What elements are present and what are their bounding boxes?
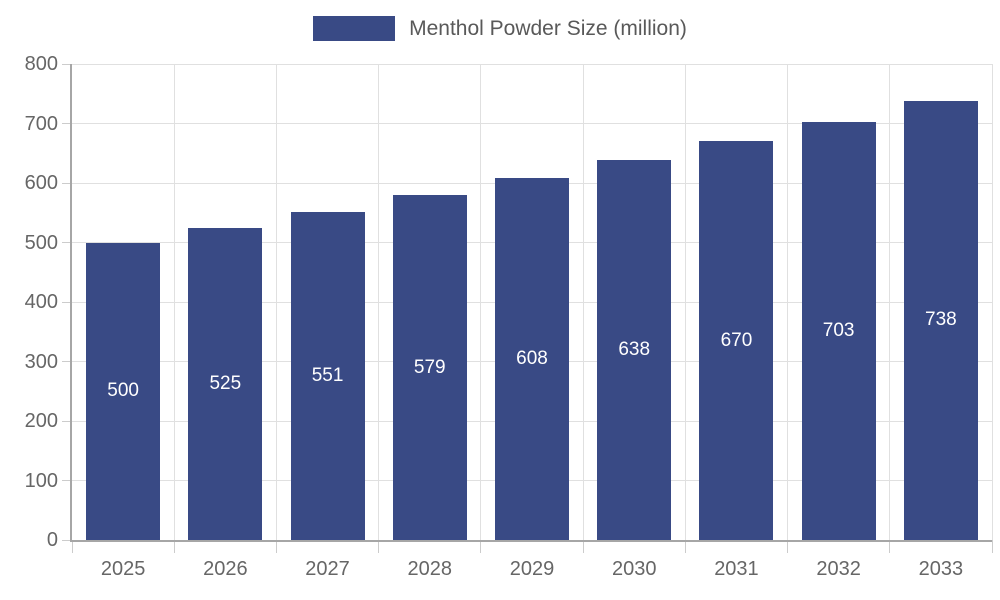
y-axis-tick — [62, 539, 72, 541]
x-axis-tick — [275, 540, 277, 553]
x-axis-tick-label: 2033 — [918, 558, 964, 580]
legend-swatch-icon — [313, 16, 396, 41]
bar-2032[interactable]: 703 — [801, 121, 876, 540]
vertical-gridline — [378, 64, 380, 540]
vertical-gridline — [889, 64, 891, 540]
x-axis-tick — [378, 540, 380, 553]
y-axis-tick-label: 700 — [24, 112, 58, 135]
y-axis-tick-label: 500 — [24, 231, 58, 254]
legend[interactable]: Menthol Powder Size (million) — [0, 16, 1000, 41]
x-axis-line — [70, 540, 992, 542]
bar-2029[interactable]: 608 — [495, 178, 569, 540]
x-axis-tick-label: 2025 — [100, 558, 146, 580]
bar-value-label: 670 — [720, 329, 753, 351]
x-axis-tick — [582, 540, 584, 553]
y-axis-tick-label: 0 — [46, 529, 58, 551]
bar-value-label: 525 — [209, 372, 242, 394]
x-axis-tick-label: 2031 — [714, 558, 759, 580]
x-axis-tick-label: 2032 — [816, 558, 861, 580]
bar-2030[interactable]: 638 — [597, 160, 672, 540]
bar-2033[interactable]: 738 — [903, 100, 978, 540]
x-axis-tick — [71, 540, 73, 553]
x-axis-tick — [173, 540, 175, 553]
x-axis-tick — [991, 540, 993, 553]
bar-value-label: 551 — [311, 365, 344, 387]
bar-value-label: 500 — [107, 380, 139, 402]
vertical-gridline — [684, 64, 686, 540]
y-axis-tick — [62, 123, 72, 124]
vertical-gridline — [173, 64, 175, 540]
bar-2027[interactable]: 551 — [290, 212, 365, 540]
vertical-gridline — [991, 64, 993, 540]
bar-2025[interactable]: 500 — [86, 242, 161, 540]
y-axis-tick-label: 400 — [24, 291, 58, 313]
y-axis-tick — [62, 361, 72, 362]
y-axis-tick — [62, 63, 72, 65]
x-axis-tick-label: 2026 — [203, 558, 248, 580]
bar-2028[interactable]: 579 — [392, 195, 467, 540]
y-axis-tick-label: 200 — [24, 410, 58, 432]
y-axis-tick-label: 600 — [24, 172, 58, 194]
vertical-gridline — [787, 64, 789, 540]
x-axis-tick — [787, 540, 789, 553]
plot-area: 0 100 200 300 400 500 600 700 800 500 2025 525 2026 5… — [25, 53, 993, 580]
horizontal-gridline — [72, 63, 992, 65]
bar-value-label: 579 — [413, 356, 446, 378]
bar-value-label: 608 — [516, 348, 548, 370]
y-axis-tick-label: 300 — [24, 350, 58, 373]
horizontal-gridline — [72, 123, 992, 124]
vertical-gridline — [582, 64, 584, 540]
x-axis-tick-label: 2027 — [305, 558, 350, 580]
bar-2026[interactable]: 525 — [188, 227, 263, 540]
y-axis-tick — [62, 301, 72, 303]
y-axis-line — [70, 64, 72, 540]
bar-value-label: 638 — [618, 339, 651, 361]
vertical-gridline — [275, 64, 277, 540]
y-axis-tick-label: 100 — [24, 469, 58, 492]
bar-value-label: 738 — [925, 309, 957, 331]
x-axis-tick — [684, 540, 686, 553]
bar-2031[interactable]: 670 — [699, 141, 774, 540]
legend-label: Menthol Powder Size (million) — [409, 16, 687, 40]
y-axis-tick-label: 800 — [24, 53, 58, 75]
y-axis-tick — [62, 242, 72, 243]
x-axis-tick — [480, 540, 482, 553]
y-axis-tick — [62, 480, 72, 481]
x-axis-tick-label: 2028 — [407, 558, 453, 580]
y-axis-tick — [62, 420, 72, 422]
y-axis-tick — [62, 182, 72, 184]
x-axis-tick — [889, 540, 891, 553]
x-axis-tick-label: 2030 — [611, 558, 657, 580]
x-axis-tick-label: 2029 — [509, 558, 555, 580]
bar-value-label: 703 — [822, 319, 855, 341]
vertical-gridline — [480, 64, 482, 540]
